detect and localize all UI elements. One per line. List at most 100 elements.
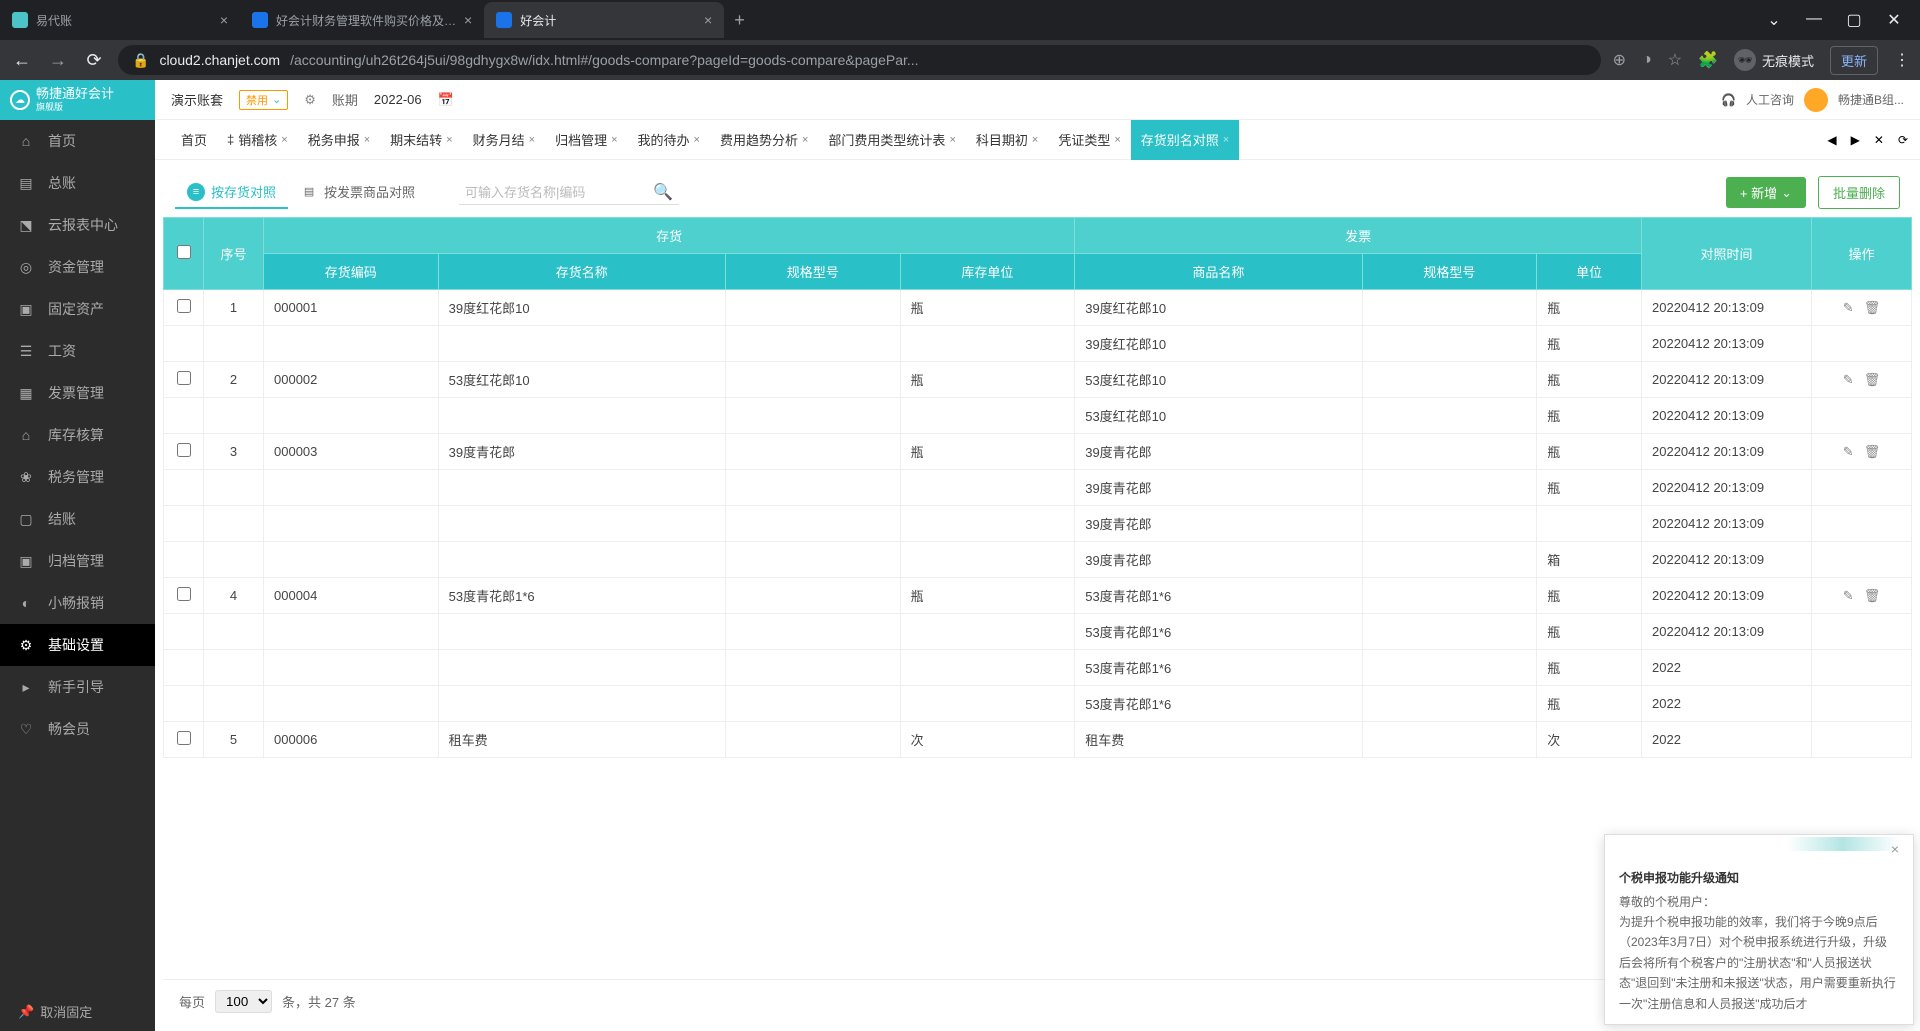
- sidebar-item-5[interactable]: ☰工资: [0, 330, 155, 372]
- support-label[interactable]: 人工咨询: [1746, 91, 1794, 108]
- search-box: 🔍: [459, 180, 679, 205]
- edit-icon[interactable]: ✎: [1843, 372, 1854, 388]
- sidebar-item-12[interactable]: ⚙基础设置: [0, 624, 155, 666]
- delete-icon[interactable]: 🗑: [1864, 300, 1881, 316]
- tabs-prev-button[interactable]: ◀: [1823, 129, 1840, 151]
- edit-icon[interactable]: ✎: [1843, 444, 1854, 460]
- tab-close-icon[interactable]: ×: [949, 134, 955, 146]
- cell-name: 53度青花郎1*6: [438, 578, 725, 614]
- chevron-down-icon[interactable]: ⌄: [1764, 10, 1784, 30]
- tab-close-icon[interactable]: ×: [1114, 134, 1120, 146]
- app-tab-11[interactable]: 存货别名对照×: [1131, 120, 1239, 160]
- browser-tab-3[interactable]: 好会计 ×: [484, 2, 724, 38]
- update-button[interactable]: 更新: [1830, 46, 1878, 75]
- app-tab-6[interactable]: 我的待办×: [628, 120, 710, 160]
- back-button[interactable]: ←: [10, 50, 34, 71]
- row-checkbox[interactable]: [177, 587, 191, 601]
- sidebar-item-14[interactable]: ♡畅会员: [0, 708, 155, 750]
- delete-icon[interactable]: 🗑: [1864, 372, 1881, 388]
- maximize-button[interactable]: ▢: [1844, 10, 1864, 30]
- forward-button[interactable]: →: [46, 50, 70, 71]
- app-tab-2[interactable]: 税务申报×: [298, 120, 380, 160]
- app-tab-9[interactable]: 科目期初×: [966, 120, 1048, 160]
- per-page-select[interactable]: 100: [215, 990, 272, 1013]
- app-tab-5[interactable]: 归档管理×: [545, 120, 627, 160]
- row-checkbox[interactable]: [177, 299, 191, 313]
- search-input[interactable]: [465, 185, 653, 200]
- sidebar-unpin-button[interactable]: 📌 取消固定: [0, 992, 155, 1031]
- user-avatar[interactable]: [1804, 88, 1828, 112]
- sidebar-item-11[interactable]: ◐小畅报销: [0, 582, 155, 624]
- popup-close-button[interactable]: ×: [1891, 841, 1899, 857]
- batch-delete-button[interactable]: 批量删除: [1818, 176, 1900, 209]
- tab-close-icon[interactable]: ×: [704, 12, 712, 28]
- sidebar-item-3[interactable]: ◎资金管理: [0, 246, 155, 288]
- tab-close-icon[interactable]: ×: [464, 12, 472, 28]
- tab-close-icon[interactable]: ×: [220, 12, 228, 28]
- tab-close-icon[interactable]: ×: [802, 134, 808, 146]
- tab-close-icon[interactable]: ×: [364, 134, 370, 146]
- reload-button[interactable]: ⟳: [82, 50, 106, 71]
- sidebar-item-2[interactable]: ⬔云报表中心: [0, 204, 155, 246]
- puzzle-icon[interactable]: 🧩: [1698, 50, 1718, 70]
- zoom-icon[interactable]: ⊕: [1613, 50, 1626, 70]
- table-row: 2 000002 53度红花郎10 瓶 53度红花郎10 瓶 20220412 …: [164, 362, 1912, 398]
- edit-icon[interactable]: ✎: [1843, 300, 1854, 316]
- headset-icon[interactable]: 🎧: [1721, 93, 1736, 107]
- browser-menu-button[interactable]: ⋮: [1894, 50, 1910, 70]
- search-icon[interactable]: 🔍: [653, 182, 673, 202]
- cell-code: 000002: [264, 362, 439, 398]
- tab-close-icon[interactable]: ×: [529, 134, 535, 146]
- sidebar-item-9[interactable]: ▢结账: [0, 498, 155, 540]
- disable-tag[interactable]: 禁用 ⌄: [239, 90, 288, 110]
- tab-close-icon[interactable]: ×: [1223, 134, 1229, 146]
- app-tab-4[interactable]: 财务月结×: [463, 120, 545, 160]
- row-checkbox[interactable]: [177, 443, 191, 457]
- tab-close-icon[interactable]: ×: [446, 134, 452, 146]
- url-input[interactable]: 🔒 cloud2.chanjet.com /accounting/uh26t26…: [118, 45, 1601, 75]
- close-window-button[interactable]: ✕: [1884, 10, 1904, 30]
- new-tab-button[interactable]: +: [724, 10, 755, 31]
- cell-spec: [725, 722, 900, 758]
- calendar-icon[interactable]: 📅: [438, 92, 454, 108]
- extension-icon[interactable]: ◑: [1642, 51, 1652, 69]
- sidebar-item-8[interactable]: ❀税务管理: [0, 456, 155, 498]
- gear-icon[interactable]: ⚙: [304, 92, 316, 108]
- browser-tab-2[interactable]: 好会计财务管理软件购买价格及… ×: [240, 2, 484, 38]
- sidebar-item-10[interactable]: ▣归档管理: [0, 540, 155, 582]
- star-icon[interactable]: ☆: [1668, 50, 1682, 70]
- tabs-refresh-button[interactable]: ⟳: [1894, 129, 1912, 151]
- app-tab-10[interactable]: 凭证类型×: [1048, 120, 1130, 160]
- sub-tab-0[interactable]: ≡按存货对照: [175, 176, 288, 209]
- sidebar-item-13[interactable]: ▸新手引导: [0, 666, 155, 708]
- edit-icon[interactable]: ✎: [1843, 588, 1854, 604]
- sidebar-item-7[interactable]: ⌂库存核算: [0, 414, 155, 456]
- tab-close-icon[interactable]: ×: [1032, 134, 1038, 146]
- app-tab-0[interactable]: 首页: [171, 120, 217, 160]
- tab-close-icon[interactable]: ×: [611, 134, 617, 146]
- tab-close-icon[interactable]: ×: [694, 134, 700, 146]
- row-checkbox[interactable]: [177, 731, 191, 745]
- minimize-button[interactable]: —: [1804, 10, 1824, 30]
- add-button[interactable]: + 新增 ⌄: [1726, 177, 1806, 208]
- tabs-close-all-button[interactable]: ✕: [1870, 129, 1888, 151]
- cell-actions: [1812, 542, 1912, 578]
- sub-tab-1[interactable]: ▤按发票商品对照: [288, 176, 427, 209]
- tab-close-icon[interactable]: ×: [281, 134, 287, 146]
- browser-tab-1[interactable]: 易代账 ×: [0, 2, 240, 38]
- sidebar-item-1[interactable]: ▤总账: [0, 162, 155, 204]
- sidebar-item-6[interactable]: ▦发票管理: [0, 372, 155, 414]
- delete-icon[interactable]: 🗑: [1864, 588, 1881, 604]
- row-checkbox[interactable]: [177, 371, 191, 385]
- delete-icon[interactable]: 🗑: [1864, 444, 1881, 460]
- cell-spec: [725, 542, 900, 578]
- app-tab-1[interactable]: ‡销稽核×: [217, 120, 298, 160]
- tabs-next-button[interactable]: ▶: [1847, 129, 1864, 151]
- select-all-checkbox[interactable]: [177, 245, 191, 259]
- app-tab-7[interactable]: 费用趋势分析×: [710, 120, 818, 160]
- sidebar-item-0[interactable]: ⌂首页: [0, 120, 155, 162]
- cell-name: [438, 326, 725, 362]
- app-tab-3[interactable]: 期末结转×: [380, 120, 462, 160]
- sidebar-item-4[interactable]: ▣固定资产: [0, 288, 155, 330]
- app-tab-8[interactable]: 部门费用类型统计表×: [818, 120, 965, 160]
